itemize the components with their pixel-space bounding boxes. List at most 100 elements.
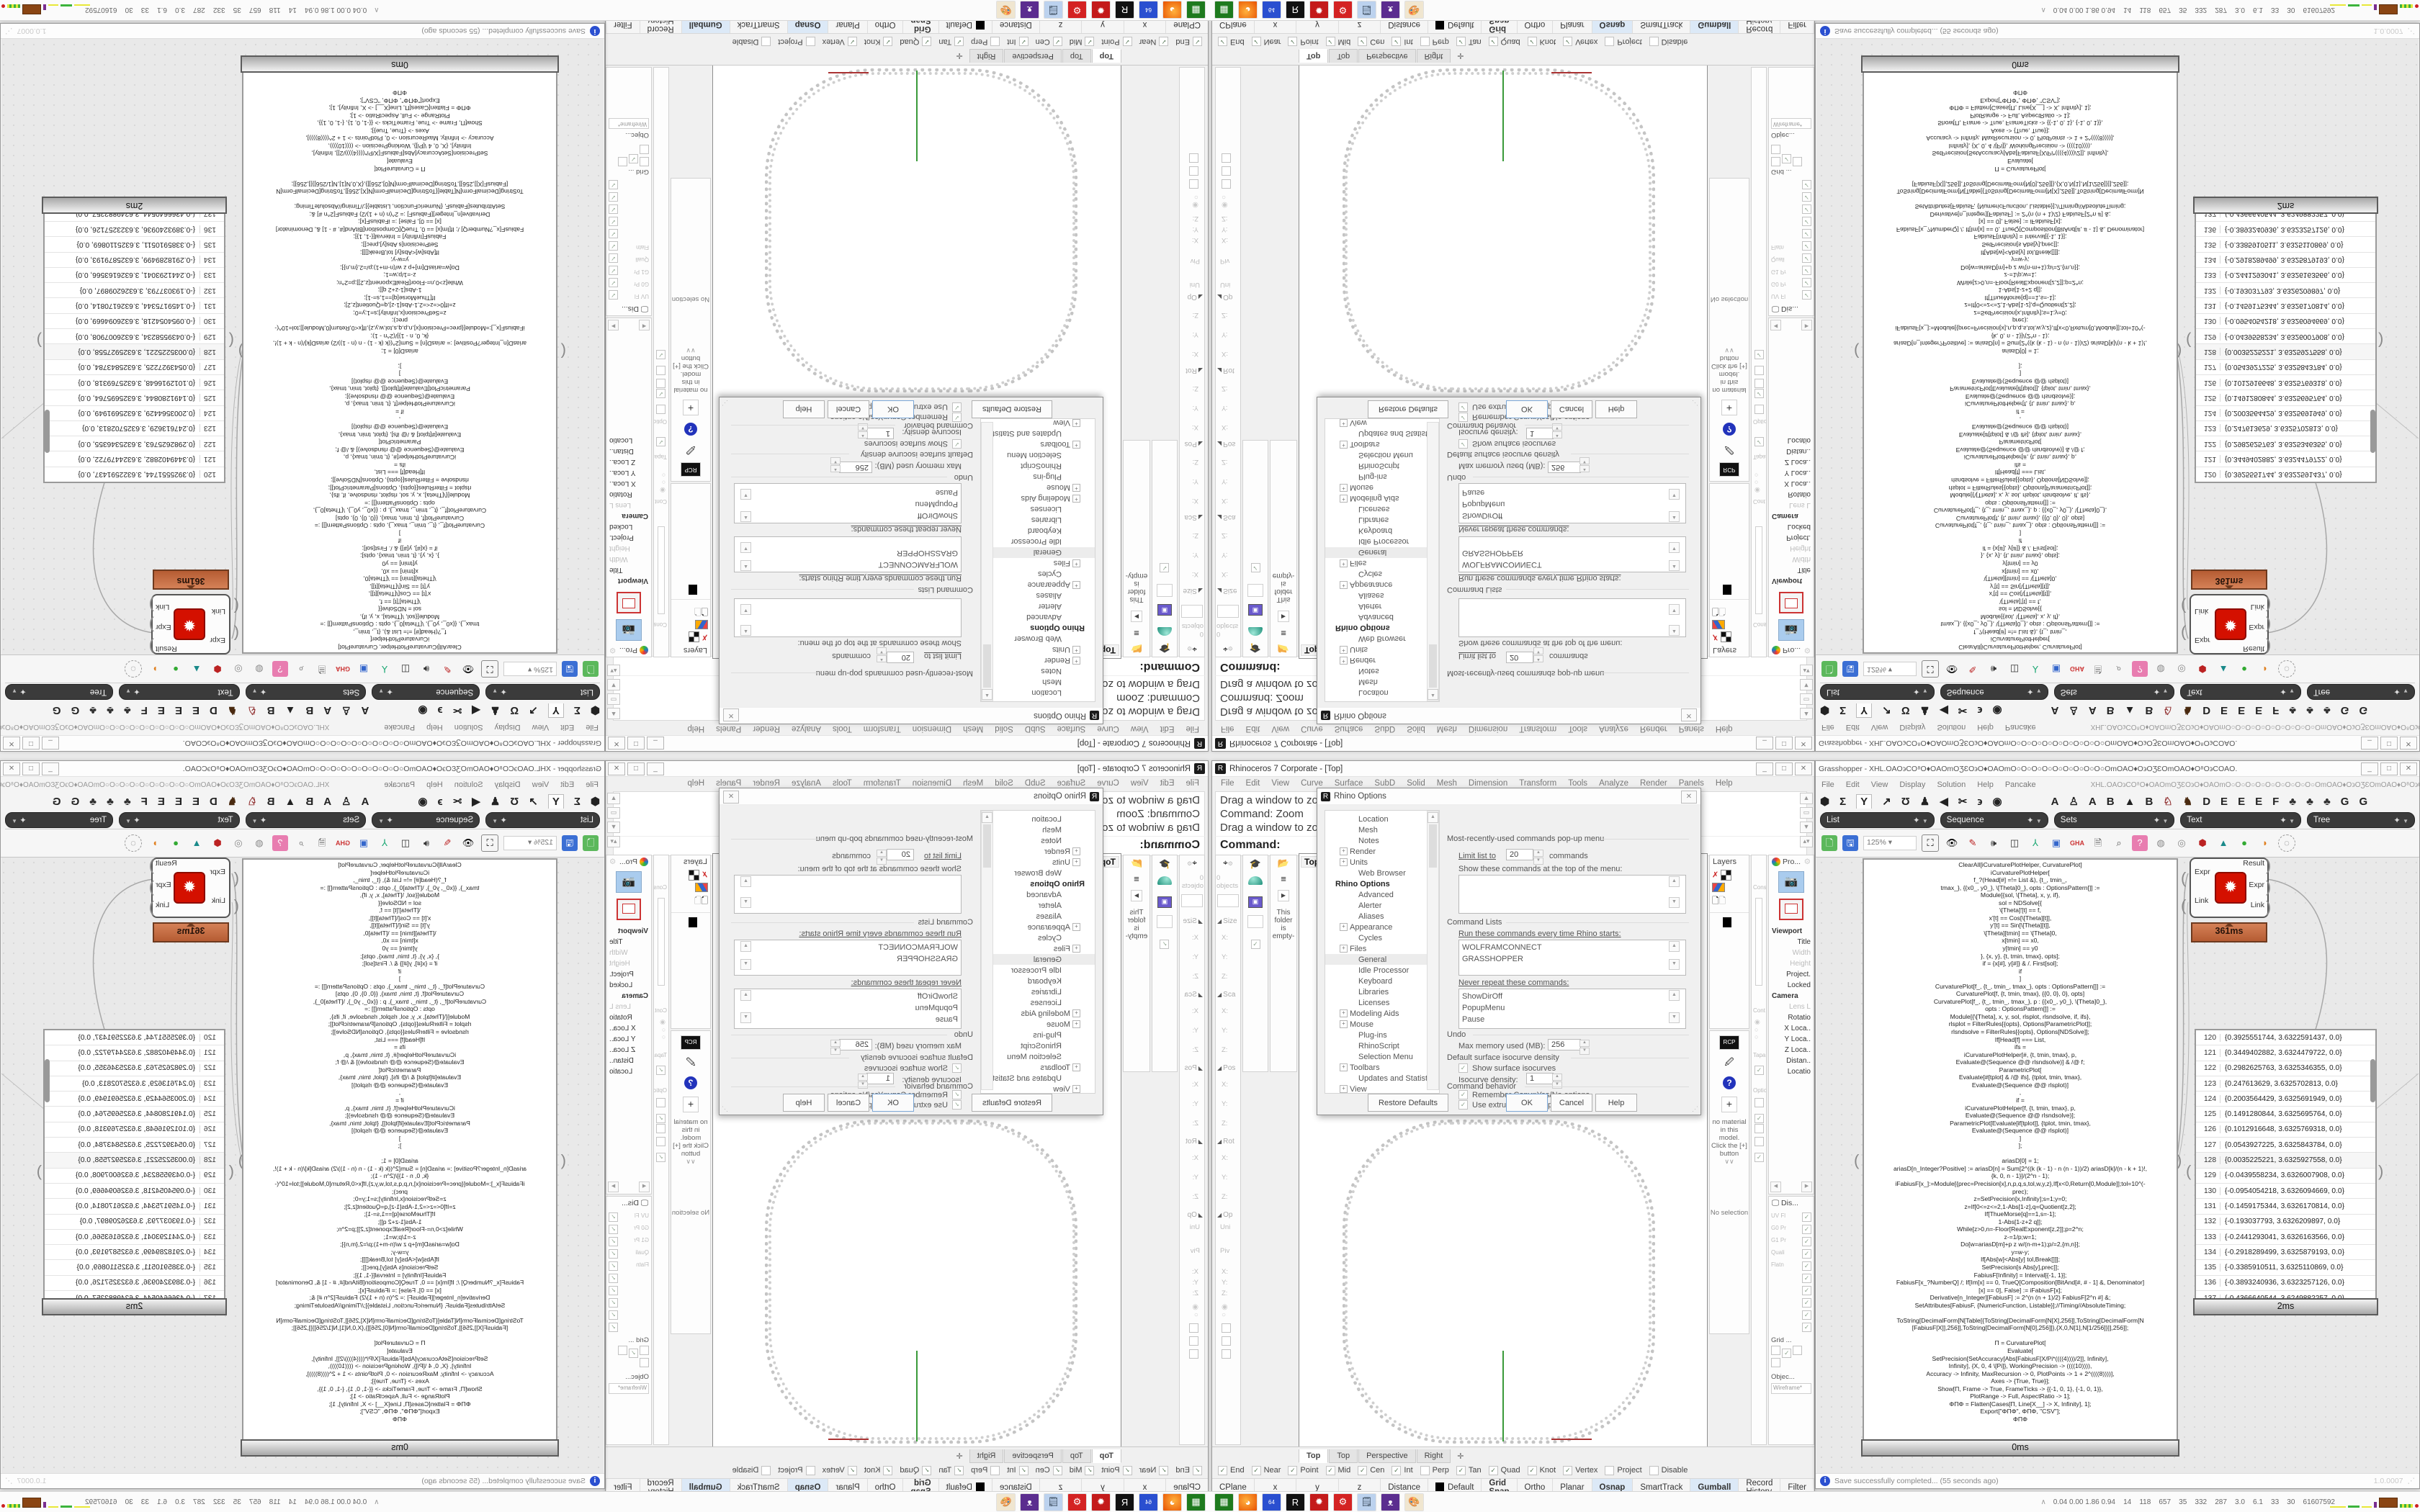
tree-item-general[interactable]: General	[981, 547, 1095, 558]
cancel-button[interactable]: Cancel	[828, 400, 869, 418]
taskbar-icon-gear-app[interactable]: ⚙	[1333, 1, 1353, 19]
gh-category-icon[interactable]: ↗	[529, 796, 538, 808]
output-result-label[interactable]: Result	[2243, 644, 2264, 653]
display-checkbox[interactable]	[609, 180, 618, 189]
tree-item-plugins[interactable]: Plug-ins	[1358, 1030, 1387, 1040]
menu-panels[interactable]: Panels	[716, 724, 742, 733]
restore-defaults-button[interactable]: Restore Defaults	[1368, 1094, 1448, 1112]
startup-command[interactable]: WOLFRAMCONNECT	[1462, 560, 1542, 569]
display-checkbox[interactable]	[609, 266, 618, 275]
add-material-button[interactable]: +	[683, 1097, 699, 1112]
taskbar-icon-gear-app[interactable]: ⚙	[1333, 1493, 1353, 1511]
shaded-sphere-icon[interactable]	[1243, 876, 1268, 888]
osnap-mid[interactable]: ✓ Mid	[1325, 1465, 1350, 1475]
layer-swatch[interactable]	[1723, 585, 1731, 595]
viewport-tab-top[interactable]: Top	[1299, 1449, 1329, 1463]
tree-view-icon[interactable]: ⅄	[2033, 837, 2038, 848]
torus-icon[interactable]: ◎	[2177, 664, 2186, 675]
taskbar-icon-palette[interactable]: 🎨	[996, 1493, 1016, 1511]
isocurve-density-input[interactable]: 1	[1526, 428, 1554, 439]
tree-item-alerter[interactable]: Alerter	[1038, 901, 1062, 910]
gh-plugin-icon[interactable]: ♙	[2069, 796, 2079, 808]
new-layer-icon[interactable]: 🗋	[701, 606, 708, 616]
gh-category-icon[interactable]: ↗	[529, 704, 538, 716]
viewport-tab-right[interactable]: Right	[969, 49, 1004, 63]
prop-hscroll[interactable]: ◀ ▶	[608, 1182, 650, 1192]
zoom-select[interactable]: 125% ▾	[1863, 836, 1917, 850]
component-left-grip[interactable]: (	[2181, 598, 2187, 616]
expander-icon[interactable]: +	[1340, 657, 1348, 665]
display-panel[interactable]: 🖵 Dis... UV Fl G0 Pr G1 Pr Quali Flatn G…	[1768, 1196, 1814, 1445]
gh-canvas[interactable]: ( ) ClearAll[iCurvaturePlotHelper, Curva…	[1816, 857, 2419, 1477]
tree-item-render[interactable]: + Render	[981, 655, 1095, 666]
cancel-button[interactable]: Cancel	[1551, 1094, 1592, 1112]
prop-hscroll[interactable]: ◀ ▶	[608, 320, 650, 330]
startup-command[interactable]: GRASSHOPPER	[1462, 549, 1523, 557]
osnap-point[interactable]: ✓ Point	[1102, 37, 1132, 47]
menu-panels[interactable]: Panels	[1678, 724, 1704, 733]
taskbar-icon-rhino[interactable]: R	[1286, 1, 1305, 19]
startup-command[interactable]: WOLFRAMCONNECT	[1462, 943, 1542, 952]
tree-item-notes[interactable]: Notes	[1041, 667, 1062, 676]
layer-swatch[interactable]	[689, 585, 697, 595]
checker-icon[interactable]	[1721, 631, 1732, 642]
tree-item-licenses[interactable]: Licenses	[1358, 505, 1390, 514]
boxedit-input[interactable]	[1181, 605, 1203, 618]
gh-tab-sets[interactable]: Sets ✦ ▼	[2053, 812, 2175, 828]
display-checkbox[interactable]	[609, 290, 618, 300]
named-view-icon[interactable]: ▣	[1152, 604, 1177, 618]
scale-section[interactable]: ◢Sca	[1184, 991, 1203, 999]
camera-widget-icon[interactable]: ◫	[2009, 837, 2020, 848]
shaded-sphere-icon[interactable]	[1243, 624, 1268, 636]
rhino-options-dialog[interactable]: R Rhino Options ✕ Location Mesh Notes + R…	[1317, 788, 1701, 1115]
prop-row[interactable]: Locatio	[609, 1068, 633, 1076]
osnap-int[interactable]: ✓ Int	[1392, 37, 1413, 47]
preview-eye-icon[interactable]: 👁	[1945, 664, 1958, 675]
prop-row[interactable]: Title	[609, 565, 623, 574]
expander-icon[interactable]: +	[1072, 559, 1080, 567]
rcp-icon[interactable]: RCP	[1719, 1035, 1739, 1050]
menu-mesh[interactable]: Mesh	[1436, 724, 1457, 733]
prop-row[interactable]: Title	[609, 938, 623, 947]
gh-category-icon[interactable]: Y	[547, 703, 564, 718]
dialog-titlebar[interactable]: R Rhino Options	[1317, 707, 1700, 724]
gh-tab-text[interactable]: Text ✦ ▼	[2180, 812, 2301, 828]
scale-section[interactable]: ◢Sca	[1217, 991, 1236, 999]
component-right-grip[interactable]: )	[148, 638, 154, 655]
gh-canvas[interactable]: ( ) ClearAll[iCurvaturePlotHelper, Curva…	[1, 35, 604, 655]
top-commands-listbox[interactable]	[1458, 875, 1686, 914]
tree-scrollbar[interactable]: ▲	[1427, 422, 1439, 701]
tree-item-keyboard[interactable]: Keyboard	[1027, 976, 1062, 986]
solid-cube-icon[interactable]: ⬢	[2198, 664, 2207, 675]
viewport-properties-icon[interactable]	[617, 591, 641, 613]
tree-item-updates[interactable]: Updates and Statistics	[1358, 429, 1438, 438]
output-result-label[interactable]: Result	[2243, 859, 2264, 868]
menu-subd[interactable]: SubD	[1374, 724, 1396, 733]
gh-category-icon[interactable]: Σ	[1839, 704, 1847, 717]
options-tree[interactable]: Location Mesh Notes + Render + Units Web B…	[980, 810, 1095, 1094]
options-section[interactable]: ◢Op	[1217, 293, 1233, 301]
new-sublayer-icon[interactable]: 🗋	[1718, 606, 1726, 616]
component-right-grip[interactable]: )	[2266, 596, 2272, 614]
display-checkbox[interactable]	[609, 1261, 618, 1271]
mesh-sphere-icon[interactable]: ◍	[2156, 837, 2165, 848]
panel-right-grip[interactable]: )	[2378, 332, 2384, 350]
gh-plugin-icon[interactable]: ♣	[89, 795, 97, 808]
expander-icon[interactable]: +	[1072, 441, 1080, 449]
tree-scrollbar[interactable]: ▲	[981, 422, 993, 701]
gh-category-icon[interactable]: ϶	[1977, 704, 1983, 717]
new-viewport-tab-icon[interactable]: ✛	[1457, 1452, 1464, 1461]
hamburger-icon[interactable]: ≡	[1281, 628, 1286, 639]
tree-item-idle-processor[interactable]: Idle Processor	[1358, 537, 1410, 546]
taskbar-icon-rhino[interactable]: R	[1286, 1493, 1305, 1511]
osnap-project[interactable]: Project	[778, 1465, 815, 1475]
new-sublayer-icon[interactable]: 🗋	[694, 896, 702, 906]
layer-swatch[interactable]	[689, 917, 697, 927]
density-spinner[interactable]: ▲ ▼	[1552, 1074, 1562, 1089]
menu-view[interactable]: View	[1271, 724, 1290, 733]
boxedit-checkboxes[interactable]	[1222, 1323, 1240, 1362]
layers-panel[interactable]: Layers ✗ 🗋🗋	[671, 483, 711, 657]
sphere-icon[interactable]: ●	[173, 837, 179, 848]
expander-icon[interactable]: +	[1072, 945, 1080, 953]
tree-item-aliases[interactable]: Aliases	[1036, 912, 1062, 921]
